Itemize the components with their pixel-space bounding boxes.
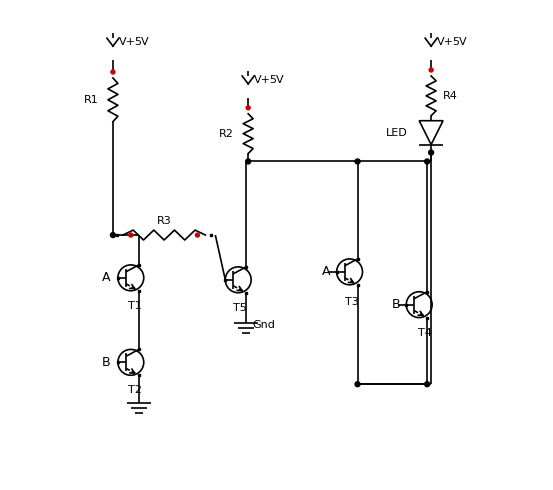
Text: T5: T5 [233,303,247,313]
Bar [116,234,118,236]
Circle shape [425,159,430,164]
Text: 5V: 5V [452,37,467,47]
Circle shape [195,233,200,237]
Bar [225,279,226,281]
Text: V+: V+ [437,37,454,47]
Bar [138,374,140,376]
Bar [357,258,358,260]
Text: T4: T4 [418,327,432,338]
Circle shape [355,382,360,387]
Text: V+: V+ [254,75,271,85]
Bar [336,271,338,273]
Text: B: B [101,356,110,369]
Text: A: A [101,271,110,284]
Circle shape [129,233,133,237]
Text: R4: R4 [443,91,458,101]
Bar [426,317,428,318]
Bar [245,292,247,294]
Bar [426,291,428,293]
Bar [405,304,407,306]
Circle shape [246,159,251,164]
Text: 5V: 5V [269,75,284,85]
Bar [138,264,140,266]
Text: LED: LED [385,127,407,138]
Text: V+: V+ [119,37,136,47]
Bar [245,266,247,268]
Text: A: A [322,266,331,278]
Circle shape [425,382,430,387]
Bar [357,284,358,286]
Circle shape [111,233,116,238]
Circle shape [111,70,115,74]
Circle shape [429,68,433,72]
Text: R3: R3 [156,216,171,226]
Bar [138,290,140,292]
Circle shape [355,159,360,164]
Bar [138,348,140,350]
Circle shape [246,106,250,110]
Text: R2: R2 [220,129,234,139]
Text: R1: R1 [84,95,99,105]
Text: 5V: 5V [134,37,148,47]
Text: B: B [392,298,400,311]
Bar [117,361,119,363]
Text: T2: T2 [128,385,142,395]
Text: T3: T3 [345,296,358,307]
Text: Gnd: Gnd [252,319,275,330]
Text: T1: T1 [128,301,142,311]
Bar [117,277,119,279]
Bar [210,234,212,236]
Circle shape [429,150,434,155]
